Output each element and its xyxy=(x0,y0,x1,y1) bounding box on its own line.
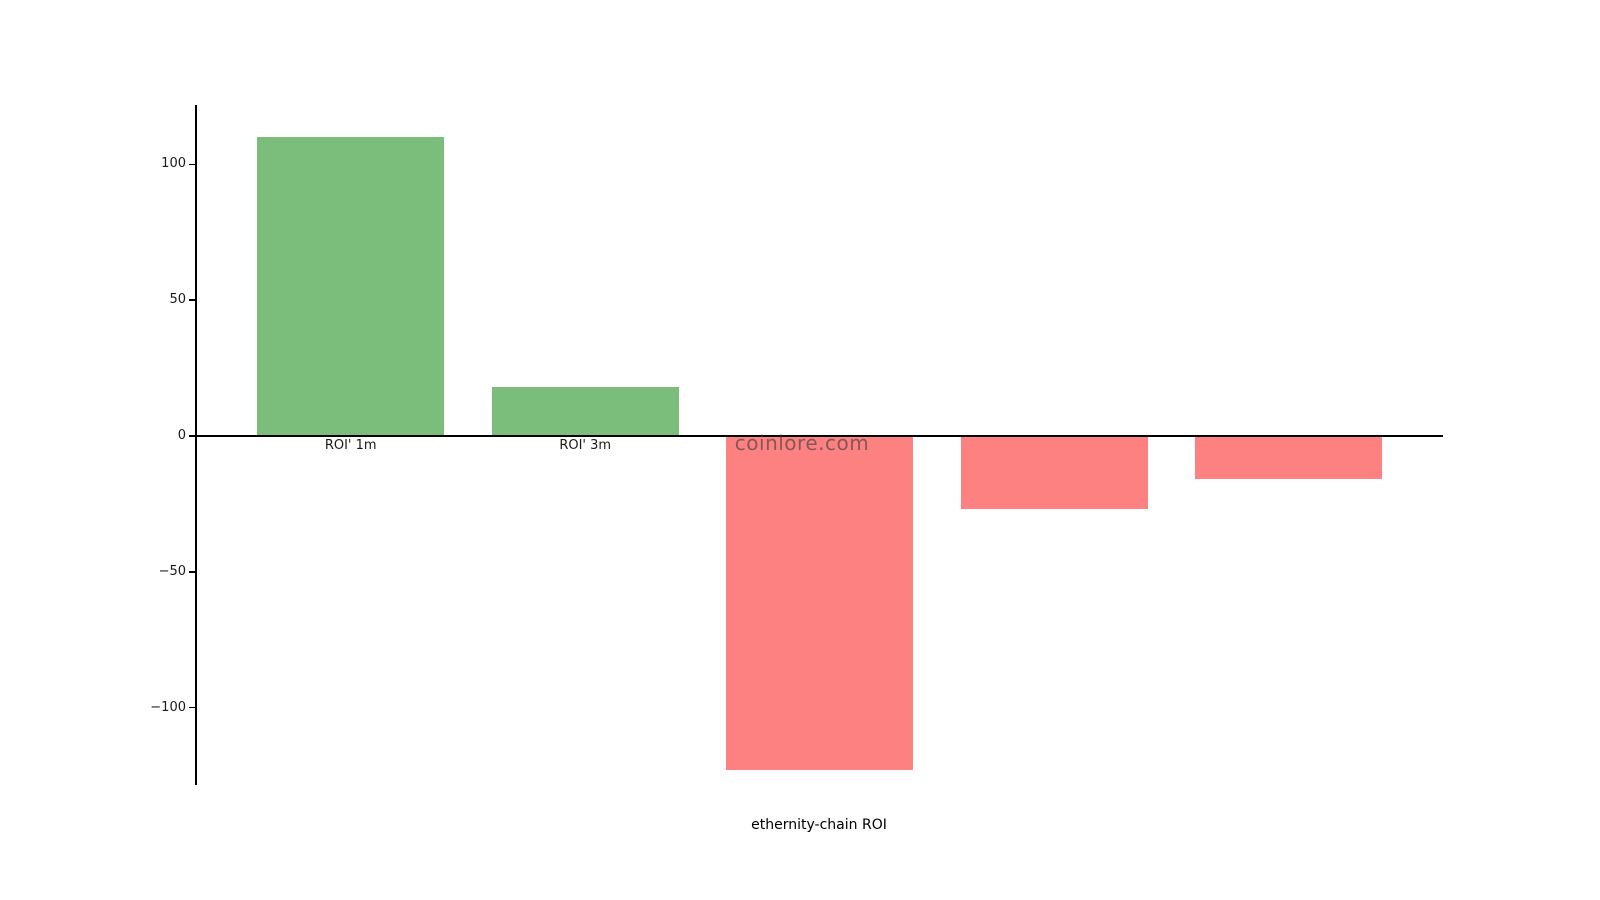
y-axis-spine xyxy=(195,105,197,785)
bar-positive xyxy=(257,137,445,436)
y-tick-mark xyxy=(189,435,195,437)
y-tick-mark xyxy=(189,163,195,166)
bar-negative xyxy=(726,436,914,771)
y-tick-mark xyxy=(189,571,195,573)
y-tick-label: −50 xyxy=(158,563,186,579)
x-tick-label: ROI' 1m xyxy=(324,438,377,453)
bar-positive xyxy=(491,387,679,436)
watermark-text: coinlore.com xyxy=(734,431,870,455)
y-tick-mark xyxy=(189,706,195,709)
y-tick-label: −100 xyxy=(150,699,186,715)
y-tick-label: 0 xyxy=(177,428,186,443)
y-tick-label: 100 xyxy=(161,156,186,172)
chart-title: ethernity-chain ROI xyxy=(751,817,887,833)
y-tick-mark xyxy=(189,299,195,301)
bar-negative xyxy=(960,436,1148,510)
x-tick-label: ROI' 3m xyxy=(559,438,612,453)
x-axis-line xyxy=(196,435,1443,437)
y-tick-label: 50 xyxy=(169,292,186,308)
bar-negative xyxy=(1195,436,1383,480)
